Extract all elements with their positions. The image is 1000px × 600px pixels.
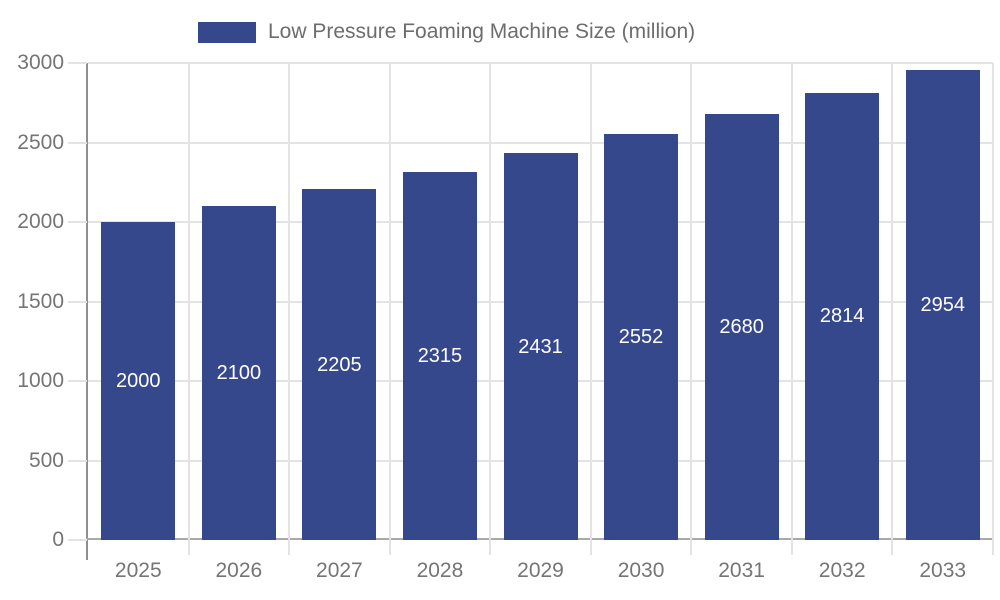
x-axis-tick (690, 540, 693, 555)
bar-value-label: 2100 (216, 362, 262, 385)
bar-2028[interactable] (402, 171, 477, 540)
gridline-horizontal (88, 62, 993, 64)
gridline-vertical (589, 63, 592, 540)
bar-value-label: 2552 (618, 326, 664, 349)
bar-value-label: 2814 (819, 305, 865, 328)
bar-value-label: 2205 (317, 353, 362, 376)
y-axis-tick (68, 300, 87, 303)
x-axis-tick (891, 540, 894, 555)
bar-value-label: 2954 (920, 294, 965, 317)
y-axis-tick-label: 0 (52, 528, 64, 551)
y-axis-tick-label: 500 (28, 448, 64, 472)
y-axis-tick-label: 1500 (17, 289, 64, 313)
x-axis-tick-label: 2030 (617, 559, 665, 582)
x-axis-tick (489, 540, 492, 555)
bar-value-label: 2431 (518, 335, 563, 358)
bar-value-label: 2315 (417, 344, 463, 367)
x-axis-tick (790, 540, 793, 555)
x-axis-tick (589, 540, 592, 555)
x-axis-tick (187, 540, 190, 555)
x-axis-tick (288, 540, 291, 555)
gridline-vertical (489, 63, 492, 540)
legend-swatch (198, 21, 256, 43)
y-axis-tick (68, 380, 87, 382)
x-axis-tick-label: 2031 (718, 559, 765, 582)
y-axis-tick (68, 221, 87, 223)
y-axis-tick (68, 539, 87, 541)
bar-2026[interactable] (201, 206, 276, 540)
y-axis-tick (68, 141, 87, 144)
legend-label: Low Pressure Foaming Machine Size (milli… (268, 20, 696, 43)
bar-value-label: 2680 (719, 315, 764, 338)
x-axis-tick-label: 2033 (919, 559, 967, 582)
y-axis-tick (68, 62, 87, 64)
plot-area: 2000 2100 2205 2315 2431 2552 2680 2814 2954 (88, 62, 994, 540)
y-axis-line (86, 63, 88, 560)
bar-2025[interactable] (101, 222, 176, 540)
y-axis-tick-label: 2000 (17, 210, 64, 233)
x-axis-tick-label: 2025 (114, 559, 162, 582)
x-axis-tick-label: 2029 (517, 559, 564, 582)
y-axis-tick-label: 3000 (17, 51, 64, 74)
bar-value-label: 2000 (116, 370, 161, 392)
x-axis-tick (992, 540, 994, 555)
y-axis-tick (68, 459, 87, 462)
gridline-vertical (891, 63, 894, 540)
bar-2033[interactable] (905, 70, 980, 540)
gridline-vertical (388, 63, 391, 540)
gridline-vertical (690, 63, 693, 540)
y-axis-tick-label: 2500 (17, 130, 64, 154)
gridline-vertical (992, 63, 994, 540)
gridline-vertical (288, 63, 291, 540)
x-axis-tick-label: 2032 (818, 559, 866, 582)
gridline-vertical (187, 63, 190, 540)
gridline-horizontal (88, 141, 993, 144)
y-axis-tick-label: 1000 (17, 369, 64, 392)
bar-2031[interactable] (704, 113, 779, 540)
x-axis-tick-label: 2026 (215, 559, 263, 582)
bar-2030[interactable] (604, 134, 679, 540)
x-axis-tick (388, 540, 391, 555)
gridline-vertical (790, 63, 793, 540)
x-axis-tick-label: 2028 (416, 559, 464, 582)
bar-2029[interactable] (503, 153, 578, 540)
x-axis-tick-label: 2027 (316, 559, 363, 582)
bar-2027[interactable] (302, 189, 377, 540)
chart-legend[interactable]: Low Pressure Foaming Machine Size (milli… (198, 20, 695, 44)
bar-2032[interactable] (805, 92, 880, 540)
